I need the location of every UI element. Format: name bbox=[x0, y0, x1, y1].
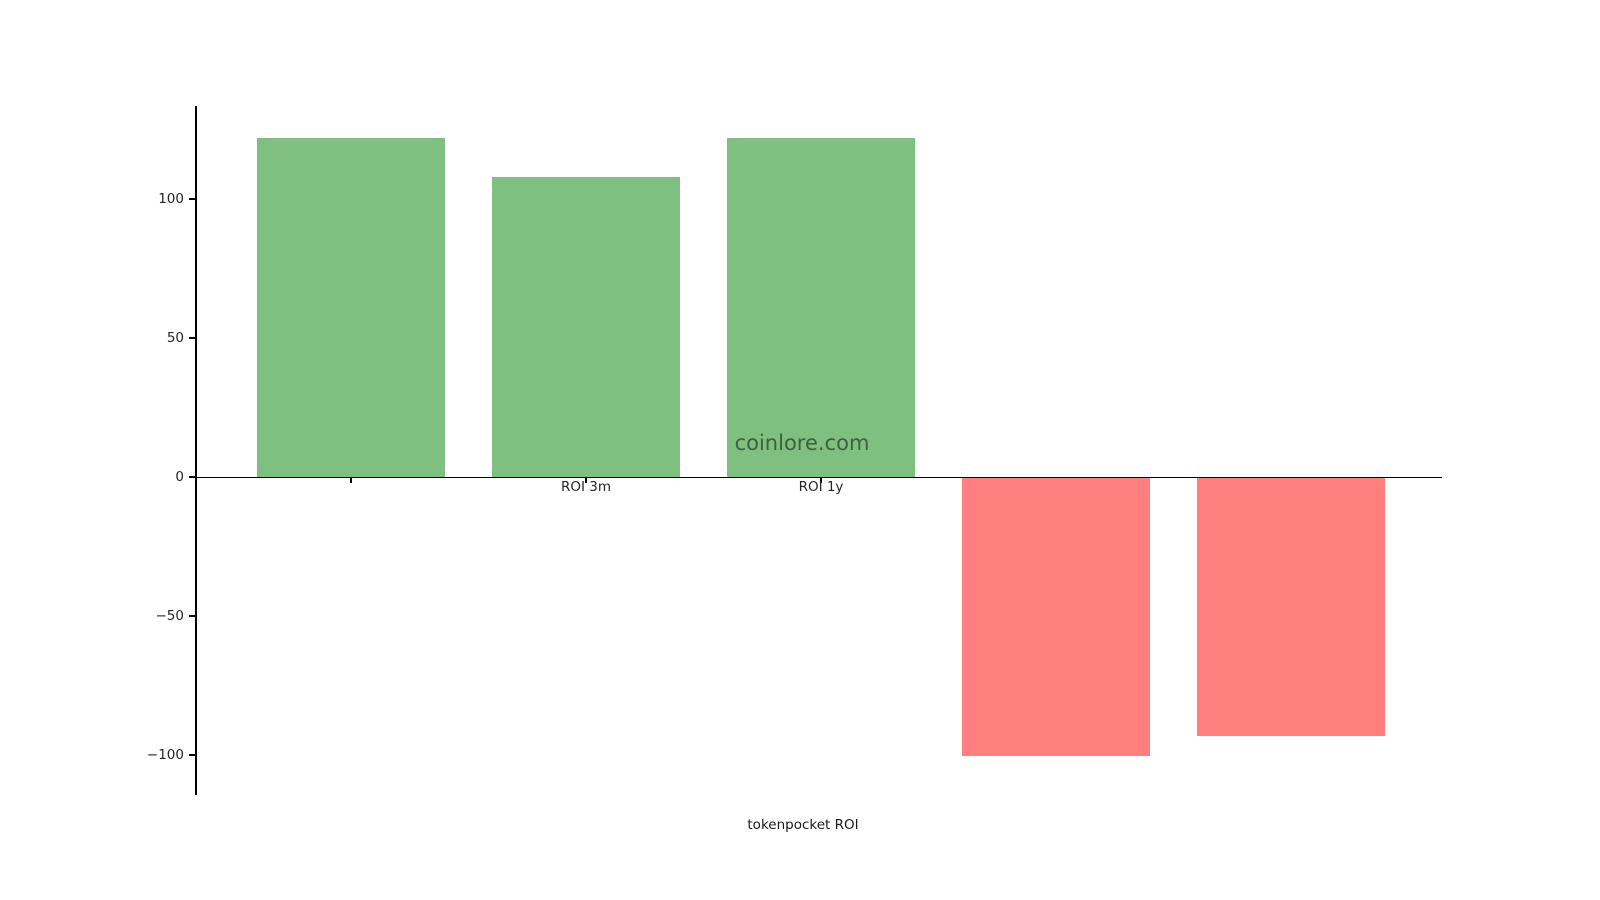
y-tick bbox=[189, 337, 196, 339]
y-tick bbox=[189, 615, 196, 617]
y-tick-label: 50 bbox=[166, 329, 184, 346]
watermark-text: coinlore.com bbox=[734, 431, 870, 455]
x-axis-line bbox=[196, 476, 1442, 478]
x-tick bbox=[350, 477, 352, 483]
y-tick bbox=[189, 476, 196, 478]
y-axis-spine bbox=[195, 106, 197, 795]
x-tick-label: ROI 1y bbox=[798, 479, 844, 495]
bar bbox=[492, 176, 680, 477]
y-tick-label: 0 bbox=[175, 468, 184, 485]
y-tick-label: −100 bbox=[146, 746, 184, 763]
bar bbox=[727, 137, 915, 477]
bar bbox=[257, 137, 445, 477]
x-tick-label: ROI 3m bbox=[560, 479, 612, 495]
bar bbox=[1197, 477, 1385, 737]
x-tick bbox=[820, 477, 822, 483]
x-axis-title: tokenpocket ROI bbox=[747, 817, 859, 833]
y-tick-label: 100 bbox=[158, 190, 184, 207]
x-tick bbox=[585, 477, 587, 483]
y-tick bbox=[189, 198, 196, 200]
y-tick bbox=[189, 754, 196, 756]
y-tick-label: −50 bbox=[155, 607, 185, 624]
bar bbox=[962, 477, 1150, 756]
